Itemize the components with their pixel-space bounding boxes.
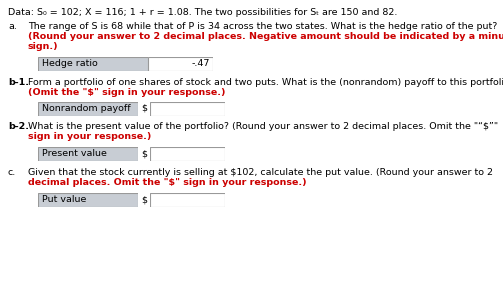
Text: sign.): sign.) xyxy=(28,42,59,51)
Text: Nonrandom payoff: Nonrandom payoff xyxy=(42,104,131,113)
Text: Present value: Present value xyxy=(42,149,107,158)
Text: (Round your answer to 2 decimal places. Negative amount should be indicated by a: (Round your answer to 2 decimal places. … xyxy=(28,32,503,41)
Text: $: $ xyxy=(141,104,147,113)
Text: b-2.: b-2. xyxy=(8,122,29,131)
Text: c.: c. xyxy=(8,168,16,177)
Text: The range of S is 68 while that of P is 34 across the two states. What is the he: The range of S is 68 while that of P is … xyxy=(28,22,497,31)
Text: a.: a. xyxy=(8,22,17,31)
Text: $: $ xyxy=(141,195,147,204)
Text: b-1.: b-1. xyxy=(8,78,29,87)
Text: $: $ xyxy=(141,149,147,158)
Text: Data: S₀ = 102; X = 116; 1 + r = 1.08. The two possibilities for Sₜ are 150 and : Data: S₀ = 102; X = 116; 1 + r = 1.08. T… xyxy=(8,8,397,17)
Text: Form a portfolio of one shares of stock and two puts. What is the (nonrandom) pa: Form a portfolio of one shares of stock … xyxy=(28,78,503,87)
Text: sign in your response.): sign in your response.) xyxy=(28,132,151,141)
Text: -.47: -.47 xyxy=(192,59,210,68)
Text: decimal places. Omit the "$" sign in your response.): decimal places. Omit the "$" sign in you… xyxy=(28,178,307,187)
Text: What is the present value of the portfolio? (Round your answer to 2 decimal plac: What is the present value of the portfol… xyxy=(28,122,498,131)
Text: Put value: Put value xyxy=(42,195,87,204)
Text: Given that the stock currently is selling at $102, calculate the put value. (Rou: Given that the stock currently is sellin… xyxy=(28,168,493,177)
Text: (Omit the "$" sign in your response.): (Omit the "$" sign in your response.) xyxy=(28,88,225,97)
Text: Hedge ratio: Hedge ratio xyxy=(42,59,98,68)
